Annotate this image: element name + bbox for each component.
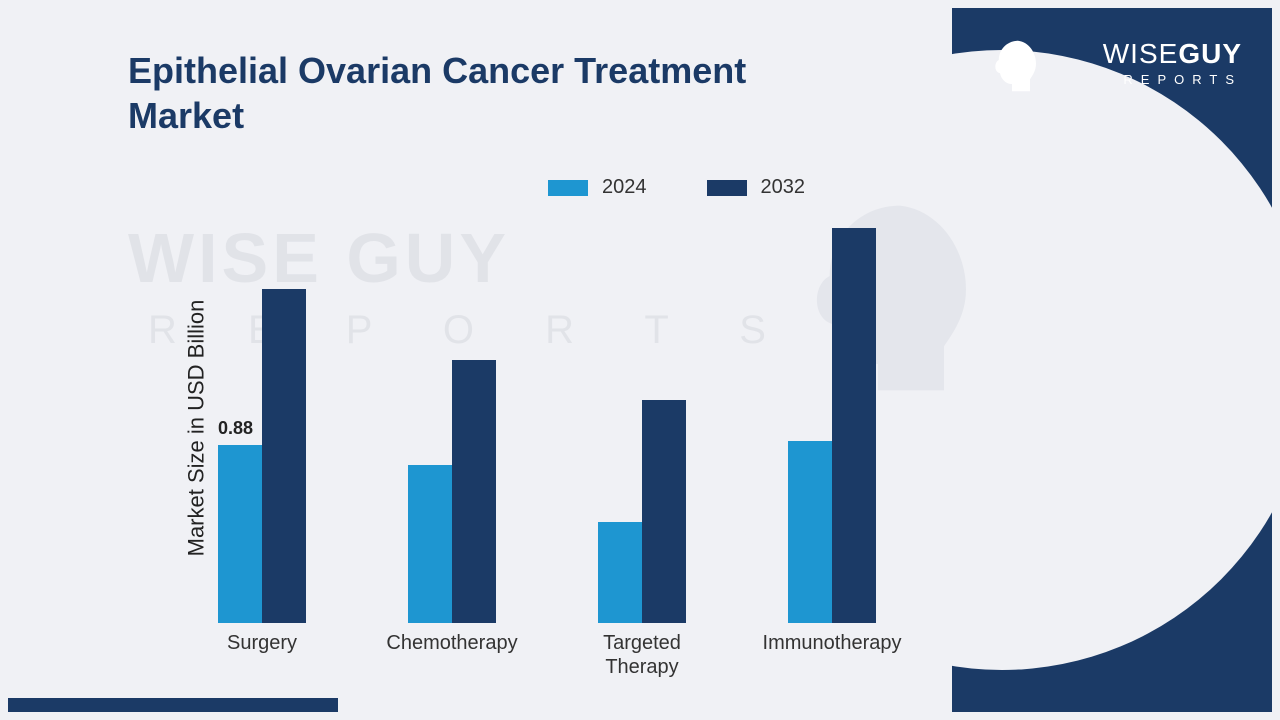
bar-2032 <box>642 400 686 623</box>
brand-word-1: WISE <box>1103 38 1179 69</box>
bar-value-label: 0.88 <box>218 418 253 439</box>
legend-swatch-2032 <box>707 180 747 196</box>
brand-line1: WISEGUY <box>1103 38 1242 70</box>
plot-area: 0.88Surgery Chemotherapy Targeted Therapy I… <box>178 218 918 623</box>
legend-item-2032: 2032 <box>707 176 806 199</box>
category-label: Targeted Therapy <box>567 631 717 679</box>
category-label: Surgery <box>187 631 337 655</box>
legend-label-2024: 2024 <box>602 176 647 199</box>
legend-item-2024: 2024 <box>548 176 647 199</box>
legend-swatch-2024 <box>548 180 588 196</box>
bar-group: Targeted Therapy <box>598 218 718 623</box>
brand-logo: WISEGUY REPORTS <box>1103 38 1242 87</box>
bar-2032 <box>262 289 306 623</box>
bar-2024 <box>788 441 832 623</box>
category-label: Chemotherapy <box>377 631 527 655</box>
bar-group: Immunotherapy <box>788 218 908 623</box>
logo-head-icon <box>982 36 1042 96</box>
brand-line2: REPORTS <box>1103 72 1242 87</box>
bar-2032 <box>832 228 876 623</box>
chart-title: Epithelial Ovarian Cancer Treatment Mark… <box>128 48 748 138</box>
bar-chart: Market Size in USD Billion 2024 2032 0.8… <box>68 168 938 688</box>
bar-2024 <box>598 522 642 623</box>
legend-label-2032: 2032 <box>761 176 806 199</box>
category-label: Immunotherapy <box>757 631 907 655</box>
chart-frame: WISE GUY R E P O R T S Epithelial Ovaria… <box>8 8 1272 712</box>
brand-word-2: GUY <box>1178 38 1242 69</box>
chart-legend: 2024 2032 <box>548 176 805 199</box>
bar-group: Chemotherapy <box>408 218 528 623</box>
bar-group: 0.88Surgery <box>218 218 338 623</box>
bar-2024 <box>408 465 452 623</box>
bar-2024 <box>218 445 262 623</box>
bottom-accent-bar <box>8 698 338 712</box>
bar-2032 <box>452 360 496 623</box>
